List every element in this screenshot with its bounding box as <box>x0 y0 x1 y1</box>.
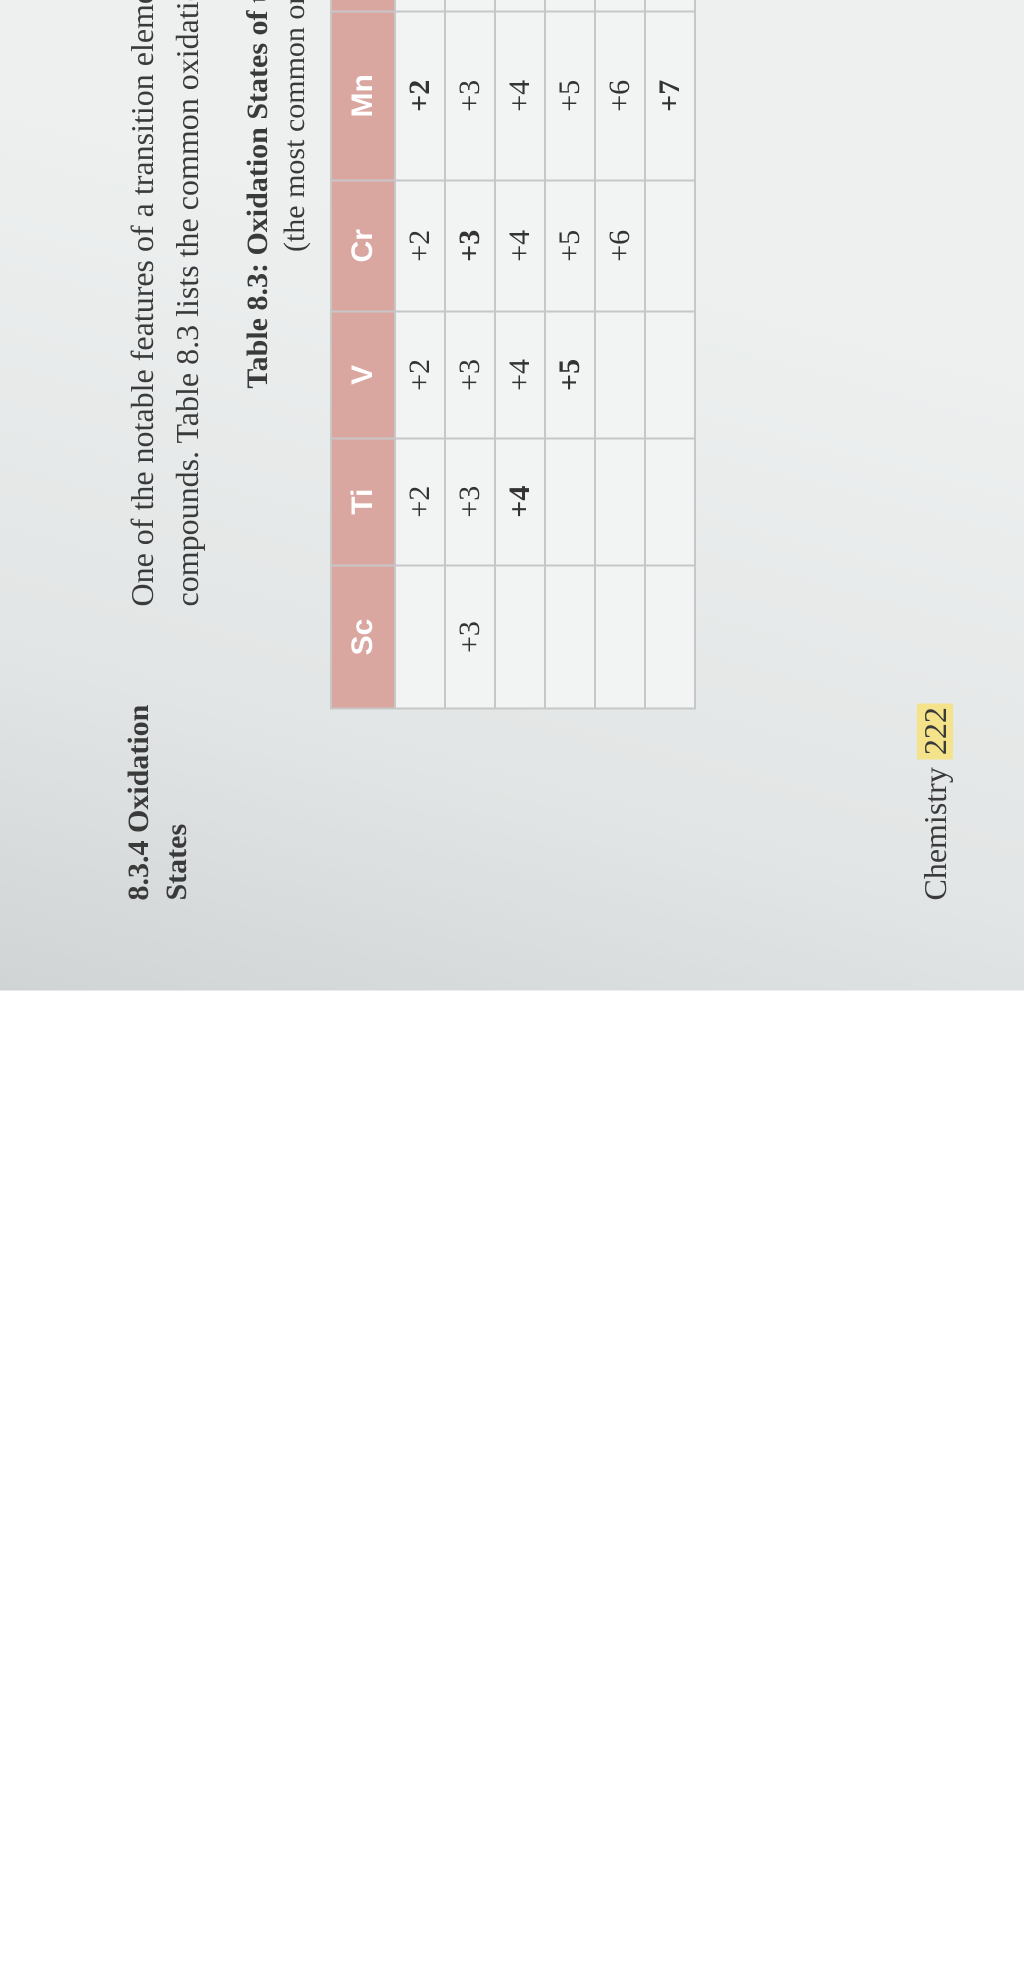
table-header-cell: Mn <box>331 12 395 181</box>
table-cell: +4 <box>495 438 545 565</box>
table-cell <box>645 180 695 311</box>
table-body: +2+2+2+2+2+2+2+1+2+3+3+3+3+3+3+3+3+2+4+4… <box>395 0 695 709</box>
table-header-cell: Fe <box>331 0 395 12</box>
table-cell: +5 <box>545 311 595 438</box>
table-cell: +4 <box>495 12 545 181</box>
table-row: +6+6+6 <box>595 0 645 709</box>
table-cell: +4 <box>495 0 545 12</box>
table-header-row: ScTiVCrMnFeCoNiCuZn <box>331 0 395 709</box>
table-header-cell: Cr <box>331 180 395 311</box>
table-header-cell: Sc <box>331 565 395 709</box>
page-footer: Chemistry 222 <box>917 703 954 900</box>
table-cell: +3 <box>445 565 495 709</box>
table-cell: +5 <box>545 180 595 311</box>
table-cell: +4 <box>495 180 545 311</box>
table-cell <box>545 565 595 709</box>
table-cell <box>595 565 645 709</box>
table-cell: +3 <box>445 180 495 311</box>
table-cell <box>595 438 645 565</box>
table-cell <box>645 311 695 438</box>
table-caption: Table 8.3: Oxidation States of the first… <box>238 0 279 901</box>
table-cell: +2 <box>395 438 445 565</box>
page: 8.3.4 Oxidation States One of the notabl… <box>0 0 1024 991</box>
table-row: +3+3+3+3+3+3+3+3+2 <box>445 0 495 709</box>
table-cell: +3 <box>445 438 495 565</box>
table-row: +4+4+4+4+4+4+4 <box>495 0 545 709</box>
table-cell <box>645 565 695 709</box>
table-cell: +2 <box>395 12 445 181</box>
section-paragraph: One of the notable features of a transit… <box>120 0 210 607</box>
table-cell <box>595 311 645 438</box>
table-cell <box>395 565 445 709</box>
table-cell: +2 <box>395 0 445 12</box>
section-row: 8.3.4 Oxidation States One of the notabl… <box>120 0 210 901</box>
table-cell: +7 <box>645 12 695 181</box>
table-cell: +2 <box>395 180 445 311</box>
section-title-2: States <box>160 824 193 901</box>
footer-label: Chemistry <box>917 767 953 900</box>
section-number: 8.3.4 <box>122 841 155 901</box>
table-cell: +3 <box>445 311 495 438</box>
table-row: +5+5+5 <box>545 0 595 709</box>
table-header-cell: V <box>331 311 395 438</box>
table-row: +7 <box>645 0 695 709</box>
table-cell: +3 <box>445 12 495 181</box>
table-cell: +2 <box>395 311 445 438</box>
table-cell: +3 <box>445 0 495 12</box>
table-cell <box>645 0 695 12</box>
table-cell <box>545 0 595 12</box>
footer-page-number: 222 <box>917 703 953 759</box>
table-cell <box>495 565 545 709</box>
oxidation-table: ScTiVCrMnFeCoNiCuZn +2+2+2+2+2+2+2+1+2+3… <box>330 0 696 710</box>
table-cell <box>545 438 595 565</box>
table-caption-bold: Table 8.3: Oxidation States of the first… <box>241 0 274 389</box>
section-heading: 8.3.4 Oxidation States <box>120 631 195 901</box>
table-cell: +4 <box>495 311 545 438</box>
section-title-1: Oxidation <box>122 705 155 833</box>
table-subcaption: (the most common ones are in bold types) <box>278 0 312 901</box>
table-cell: +6 <box>595 180 645 311</box>
table-cell <box>645 438 695 565</box>
table-cell: +5 <box>545 12 595 181</box>
table-cell: +6 <box>595 12 645 181</box>
table-row: +2+2+2+2+2+2+2+1+2 <box>395 0 445 709</box>
table-header-cell: Ti <box>331 438 395 565</box>
oxidation-table-wrap: ScTiVCrMnFeCoNiCuZn +2+2+2+2+2+2+2+1+2+3… <box>330 0 696 710</box>
table-cell: +6 <box>595 0 645 12</box>
